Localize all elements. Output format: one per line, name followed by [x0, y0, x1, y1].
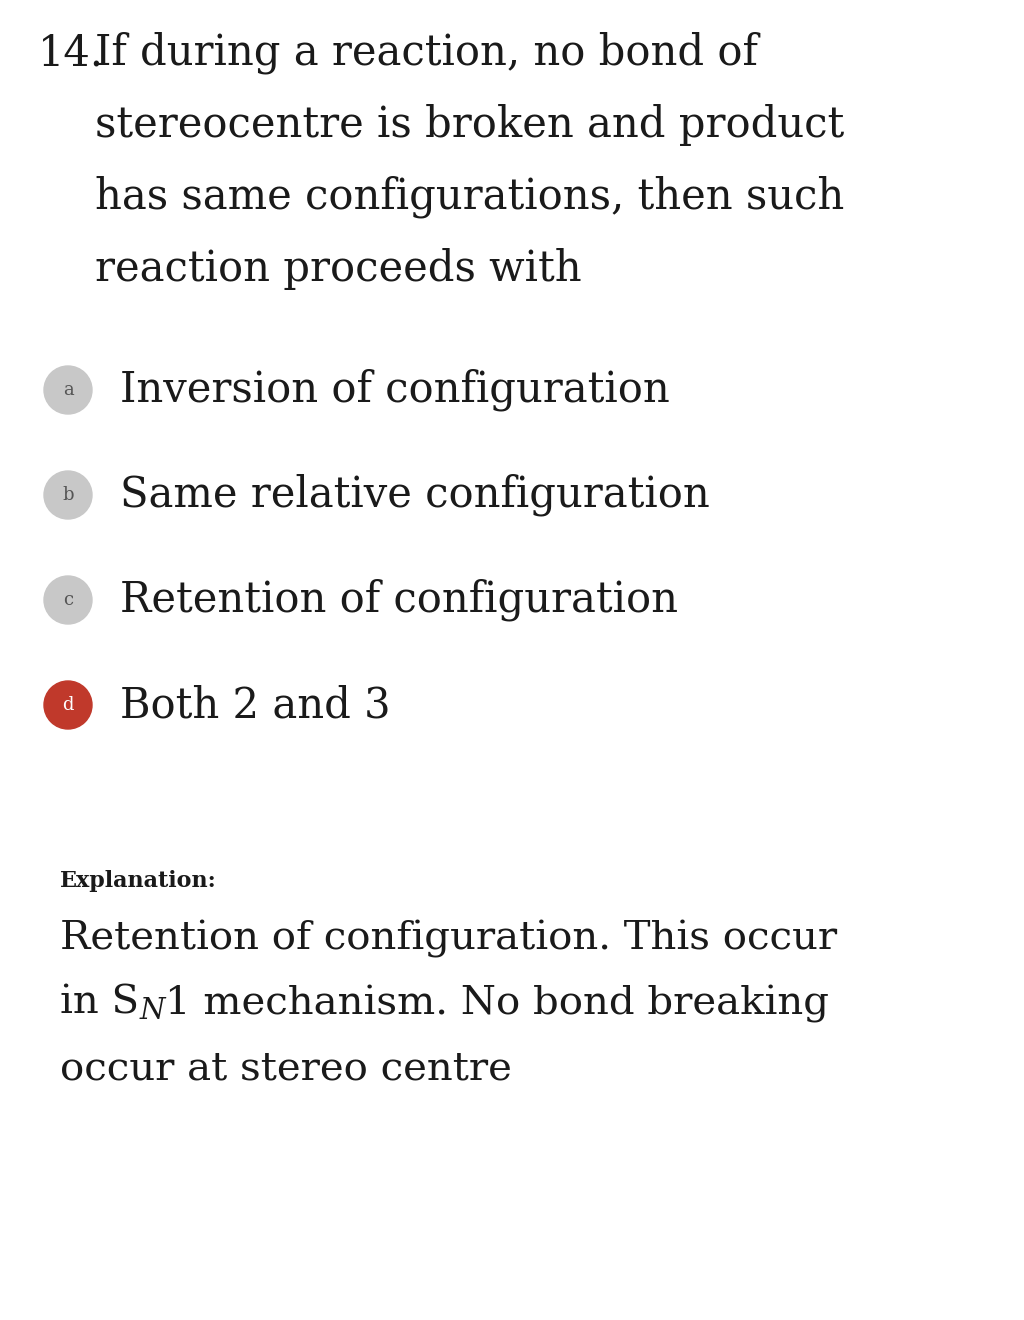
Text: 14.: 14. — [38, 32, 104, 74]
Text: If during a reaction, no bond of: If during a reaction, no bond of — [95, 32, 758, 74]
Text: Both 2 and 3: Both 2 and 3 — [120, 684, 390, 726]
Text: N: N — [139, 997, 165, 1026]
Text: has same configurations, then such: has same configurations, then such — [95, 176, 844, 219]
Circle shape — [44, 576, 92, 624]
Text: b: b — [62, 486, 74, 504]
Circle shape — [44, 366, 92, 414]
Text: d: d — [62, 696, 74, 714]
Text: Same relative configuration: Same relative configuration — [120, 474, 710, 516]
Text: Explanation:: Explanation: — [60, 870, 217, 892]
Text: stereocentre is broken and product: stereocentre is broken and product — [95, 104, 844, 147]
Text: c: c — [62, 591, 73, 609]
Text: reaction proceeds with: reaction proceeds with — [95, 248, 582, 290]
Circle shape — [44, 471, 92, 519]
Text: occur at stereo centre: occur at stereo centre — [60, 1049, 512, 1086]
Text: in S: in S — [60, 985, 139, 1022]
Text: Inversion of configuration: Inversion of configuration — [120, 368, 670, 412]
Text: a: a — [62, 381, 74, 399]
Text: Retention of configuration: Retention of configuration — [120, 578, 678, 622]
Text: 1 mechanism. No bond breaking: 1 mechanism. No bond breaking — [165, 985, 828, 1023]
Circle shape — [44, 681, 92, 729]
Text: Retention of configuration. This occur: Retention of configuration. This occur — [60, 920, 838, 958]
